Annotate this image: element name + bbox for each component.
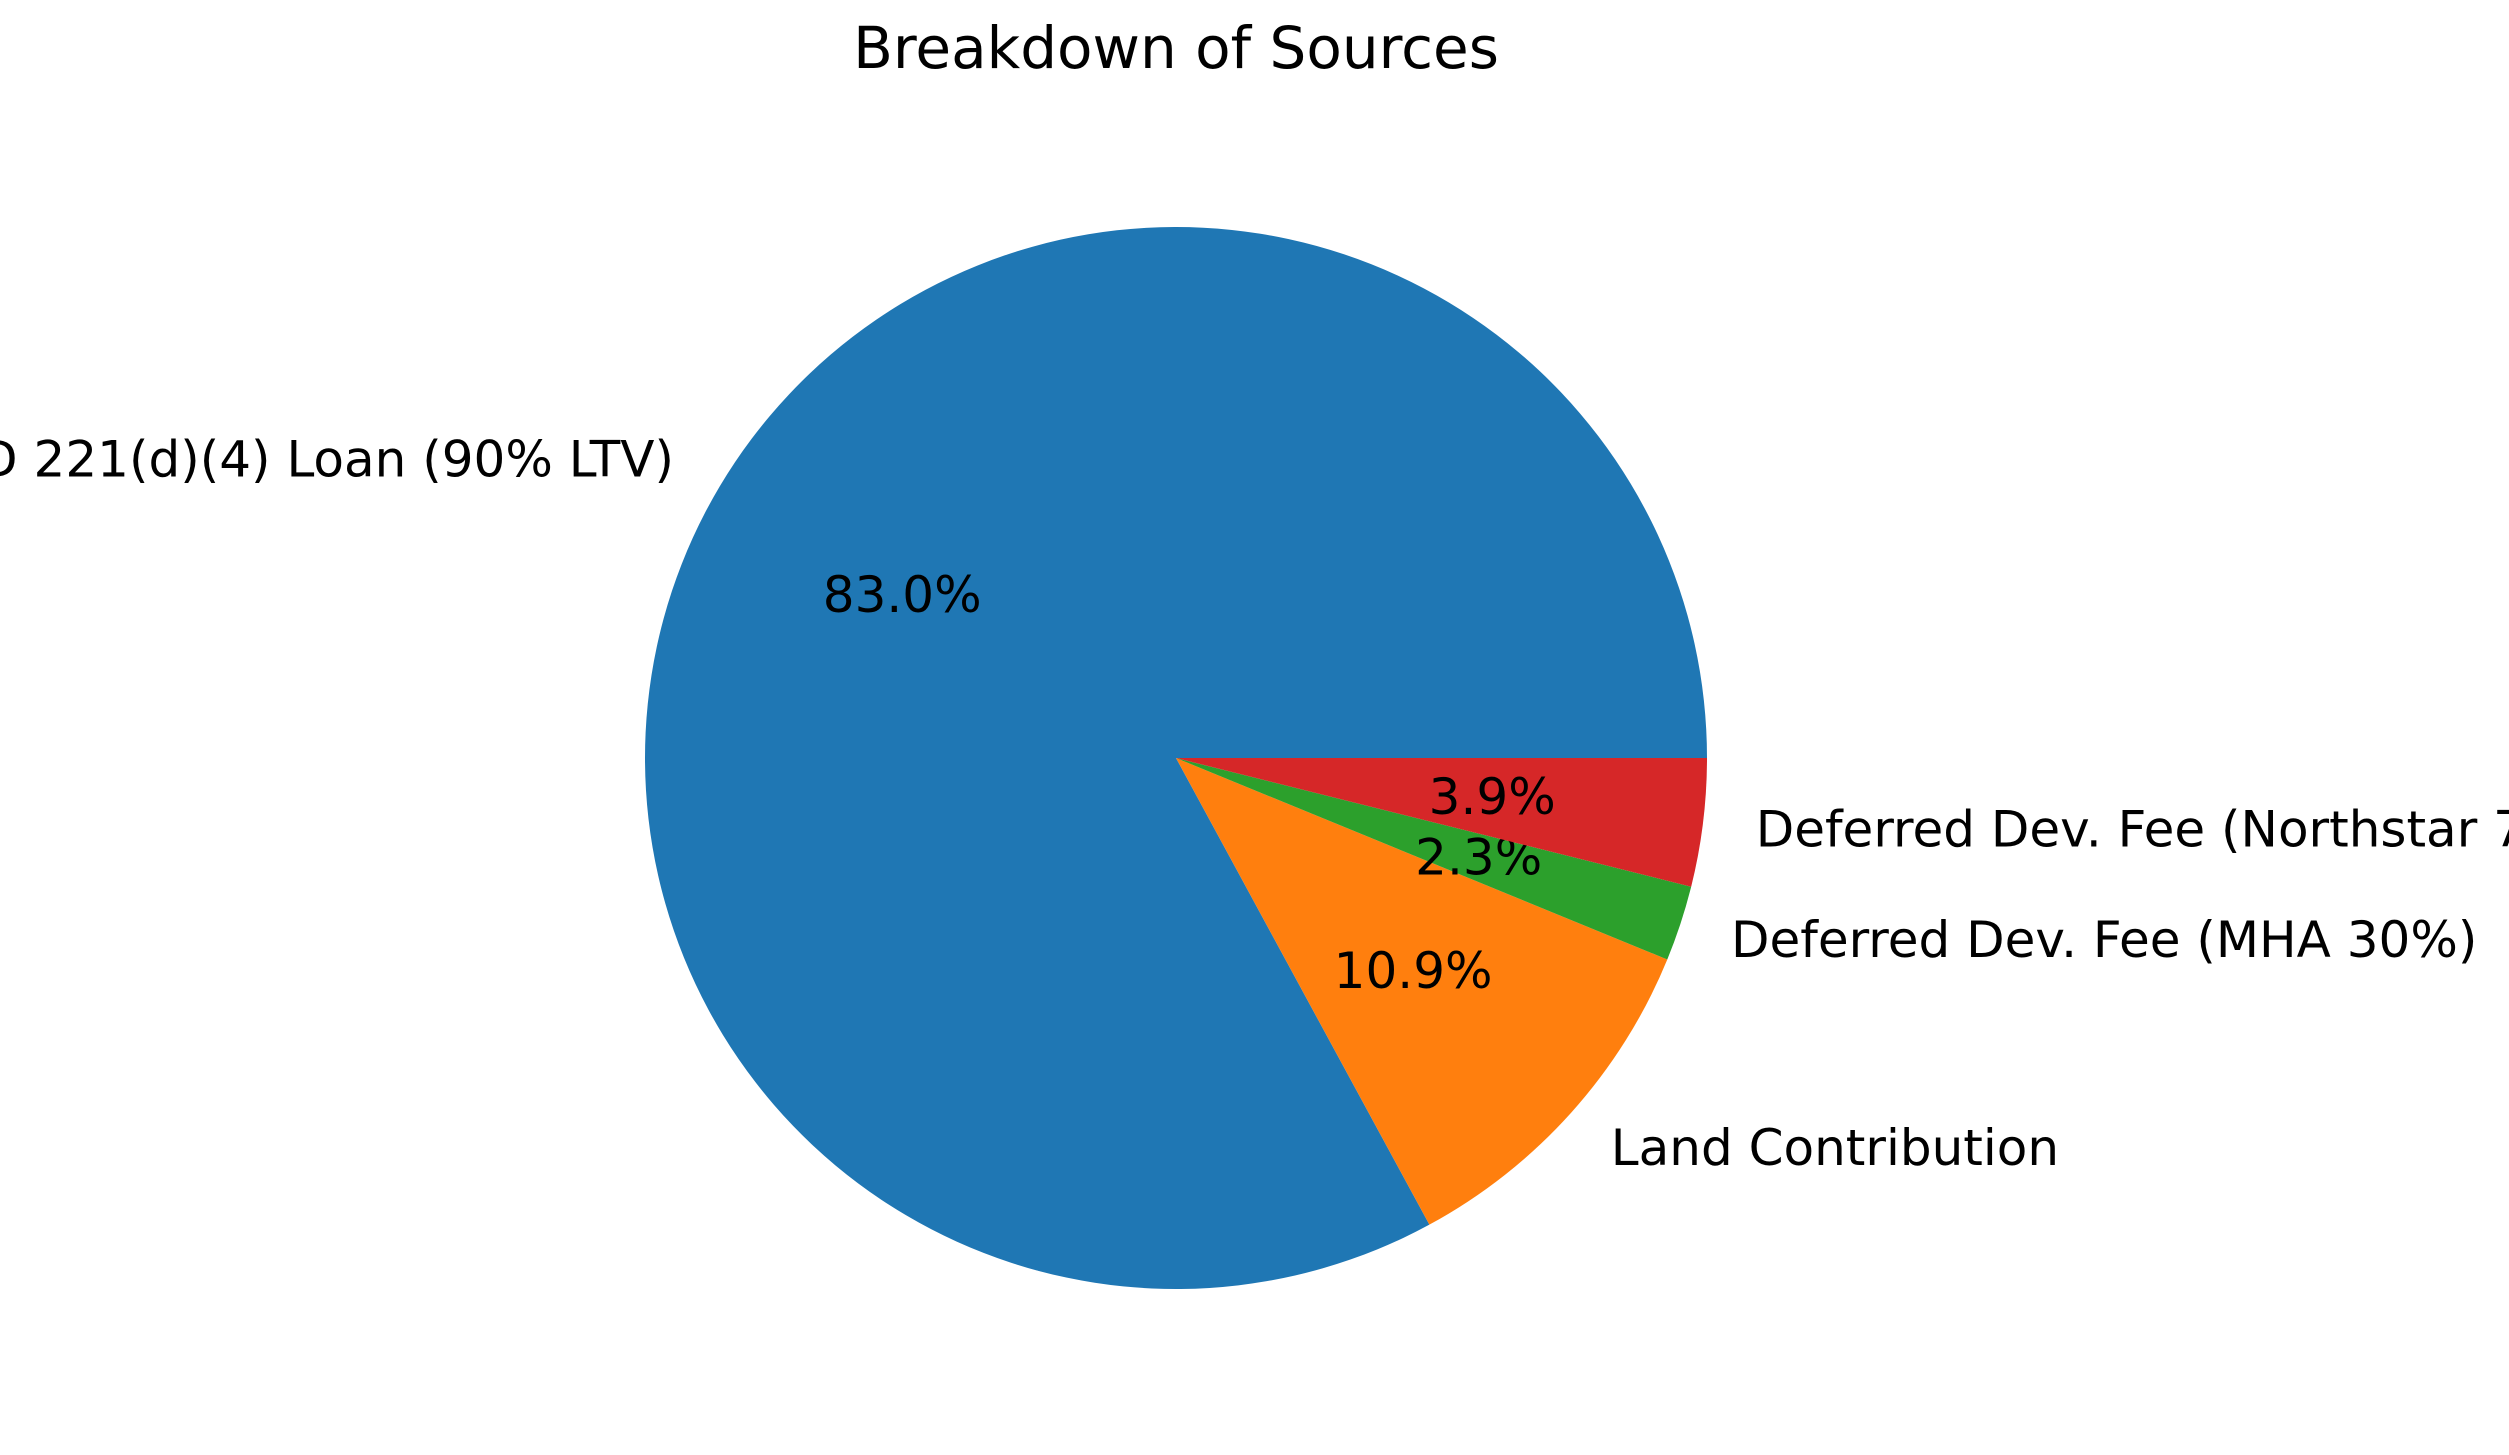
pie-slice-3 xyxy=(1176,758,1707,887)
slice-label-0: HUD 221(d)(4) Loan (90% LTV) xyxy=(0,430,674,488)
slice-label-1: Land Contribution xyxy=(1611,1119,2059,1177)
pie-slice-2 xyxy=(1176,758,1692,960)
pct-label-1: 10.9% xyxy=(1334,942,1493,1000)
slice-label-2: Deferred Dev. Fee (MHA 30%) xyxy=(1731,911,2477,969)
chart-title: Breakdown of Sources xyxy=(853,14,1499,82)
pie-slice-0 xyxy=(645,227,1708,1290)
pct-label-3: 3.9% xyxy=(1429,768,1556,826)
slice-label-3: Deferred Dev. Fee (Northstar 70%) xyxy=(1756,800,2509,858)
pct-label-0: 83.0% xyxy=(823,566,982,624)
pie-slice-1 xyxy=(1176,758,1668,1225)
